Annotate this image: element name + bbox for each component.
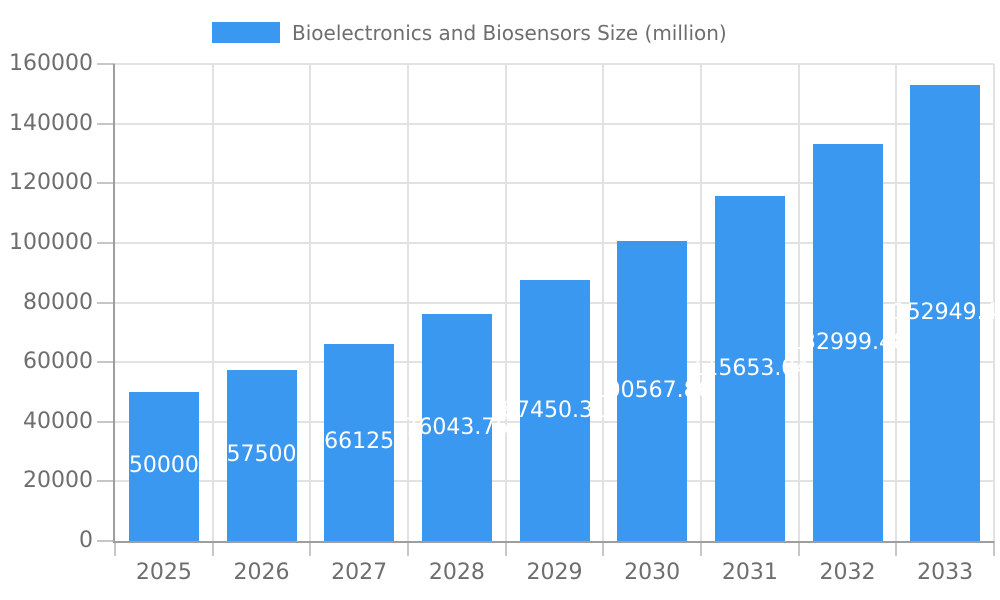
y-gridline	[115, 63, 994, 65]
bar-2027[interactable]	[324, 343, 395, 541]
bar-value-label: 50000	[128, 453, 199, 479]
x-tick-mark	[504, 541, 507, 556]
bar-value-label: 132999.48	[788, 329, 907, 355]
x-axis-tick-label: 2026	[233, 560, 290, 585]
y-tick-mark	[97, 361, 115, 364]
x-tick-mark	[895, 541, 898, 556]
x-axis-tick-label: 2032	[819, 560, 876, 585]
bar-value-label: 100567.86	[592, 378, 712, 404]
y-axis-line	[113, 64, 115, 543]
x-gridline	[993, 64, 995, 541]
y-tick-mark	[97, 301, 115, 304]
x-tick-mark	[700, 541, 702, 556]
legend[interactable]: Bioelectronics and Biosensors Size (mill…	[212, 20, 727, 45]
bar-2028[interactable]	[421, 314, 492, 541]
bar-value-label: 87450.31	[502, 397, 607, 423]
bar-2026[interactable]	[226, 369, 297, 541]
bar-value-label: 76043.75	[404, 414, 510, 440]
x-gridline	[797, 64, 800, 541]
x-gridline	[700, 64, 702, 541]
x-axis-tick-label: 2031	[721, 560, 778, 585]
y-axis-tick-label: 140000	[9, 110, 93, 136]
y-tick-mark	[97, 122, 115, 125]
x-axis-tick-label: 2033	[917, 560, 974, 585]
y-axis-tick-label: 40000	[23, 408, 93, 434]
bar-2032[interactable]	[812, 144, 883, 541]
x-gridline	[211, 64, 214, 541]
x-axis-tick-label: 2030	[624, 560, 681, 585]
y-axis-tick-label: 100000	[9, 229, 93, 255]
y-gridline	[115, 122, 994, 125]
bar-value-label: 57500	[226, 442, 297, 468]
bar-value-label: 115653.04	[690, 355, 810, 381]
y-gridline	[115, 241, 994, 244]
bar-value-label: 152949.4	[892, 300, 998, 325]
x-tick-mark	[309, 541, 312, 556]
x-tick-mark	[114, 541, 116, 556]
y-tick-mark	[97, 480, 115, 483]
x-axis-tick-label: 2027	[331, 560, 388, 585]
y-axis-tick-label: 20000	[23, 468, 93, 494]
y-axis-tick-label: 0	[79, 528, 93, 553]
y-axis-tick-label: 60000	[23, 349, 93, 375]
y-gridline	[115, 182, 994, 185]
x-axis-line	[113, 541, 994, 543]
y-tick-mark	[97, 540, 115, 542]
y-tick-mark	[97, 182, 115, 185]
bar-2030[interactable]	[617, 241, 688, 541]
x-tick-mark	[993, 541, 995, 556]
legend-label: Bioelectronics and Biosensors Size (mill…	[292, 20, 727, 45]
legend-marker	[212, 22, 280, 43]
bar-2029[interactable]	[519, 280, 590, 541]
x-gridline	[602, 64, 605, 541]
x-axis-tick-label: 2025	[135, 560, 192, 585]
x-gridline	[309, 64, 312, 541]
bar-2025[interactable]	[128, 391, 199, 541]
x-axis-tick-label: 2028	[428, 560, 485, 585]
x-tick-mark	[211, 541, 214, 556]
x-gridline	[504, 64, 507, 541]
y-axis-tick-label: 120000	[9, 170, 93, 196]
y-tick-mark	[97, 420, 115, 423]
x-tick-mark	[602, 541, 605, 556]
x-axis-tick-label: 2029	[526, 560, 583, 585]
x-gridline	[895, 64, 898, 541]
x-tick-mark	[407, 541, 409, 556]
y-tick-mark	[97, 63, 115, 65]
bar-value-label: 66125	[324, 429, 395, 455]
bar-2031[interactable]	[714, 196, 785, 541]
x-tick-mark	[797, 541, 800, 556]
x-gridline	[407, 64, 409, 541]
y-axis-tick-label: 160000	[9, 51, 93, 76]
y-tick-mark	[97, 241, 115, 244]
y-axis-tick-label: 80000	[23, 289, 93, 315]
bar-2033[interactable]	[910, 85, 981, 541]
